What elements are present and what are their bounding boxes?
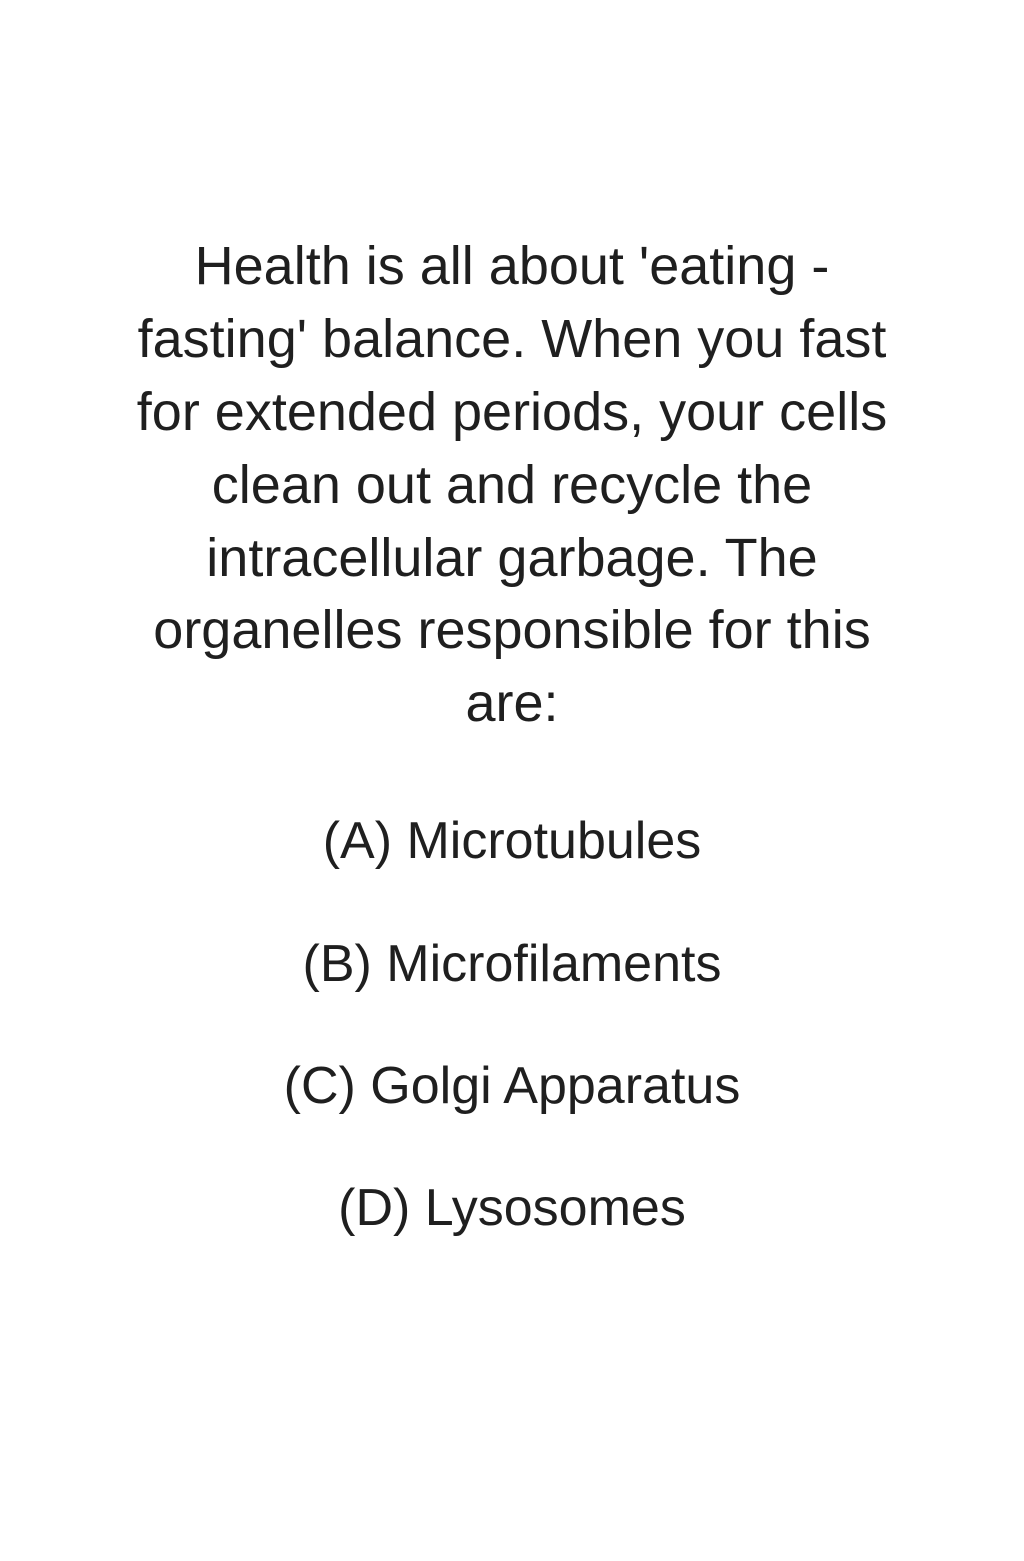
options-block: (A) Microtubules (B) Microfilaments (C) …: [110, 810, 914, 1240]
option-b[interactable]: (B) Microfilaments: [110, 933, 914, 995]
question-page: Health is all about 'eating - fasting' b…: [0, 0, 1024, 1561]
option-a[interactable]: (A) Microtubules: [110, 810, 914, 872]
option-d[interactable]: (D) Lysosomes: [110, 1177, 914, 1239]
option-c[interactable]: (C) Golgi Apparatus: [110, 1055, 914, 1117]
question-text: Health is all about 'eating - fasting' b…: [112, 230, 912, 740]
